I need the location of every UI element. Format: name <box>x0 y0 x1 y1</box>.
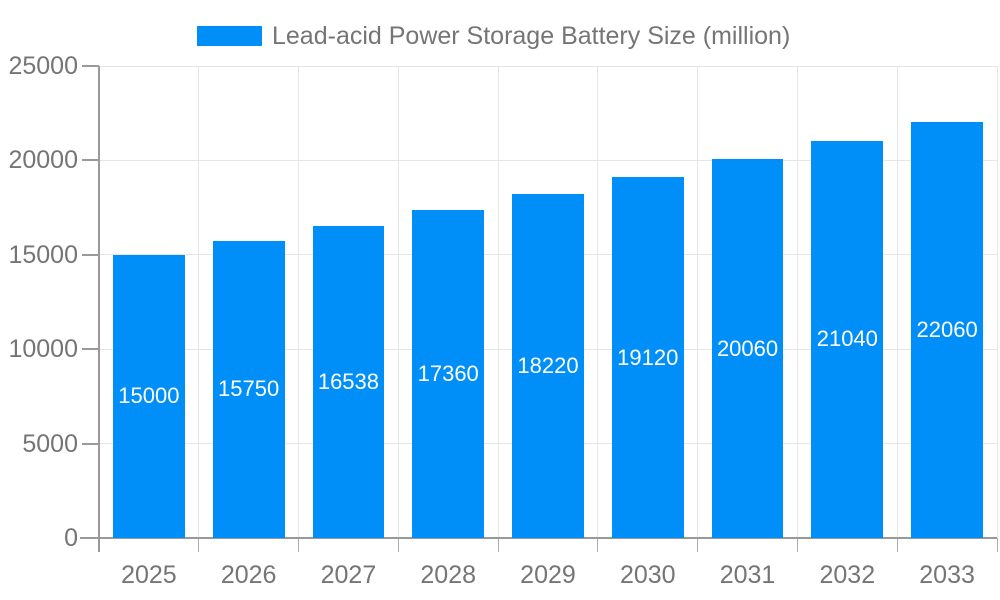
x-axis-line <box>80 537 997 539</box>
gridline-vertical <box>796 66 798 538</box>
x-axis-tick <box>497 538 499 552</box>
bar-2025[interactable] <box>112 254 185 538</box>
y-axis-label: 20000 <box>8 146 78 175</box>
y-axis-label: 0 <box>64 524 78 552</box>
y-axis-tick <box>82 65 99 67</box>
gridline-vertical <box>597 66 599 538</box>
x-axis-label: 2026 <box>220 561 277 589</box>
gridline-vertical <box>896 66 898 538</box>
y-axis-label: 10000 <box>8 335 78 364</box>
x-axis-tick <box>896 538 898 552</box>
bar-2031[interactable] <box>711 159 784 538</box>
x-axis-label: 2031 <box>719 561 776 589</box>
gridline-vertical <box>697 66 699 538</box>
y-axis-tick <box>82 253 99 256</box>
x-axis-label: 2029 <box>520 561 576 589</box>
y-axis-tick <box>82 159 99 162</box>
bar-2033[interactable] <box>911 121 984 538</box>
x-axis-label: 2025 <box>121 561 177 589</box>
x-axis-label: 2027 <box>320 561 377 589</box>
legend-item[interactable]: Lead-acid Power Storage Battery Size (mi… <box>197 22 790 50</box>
x-axis-label: 2030 <box>619 561 676 589</box>
x-axis-tick <box>597 538 599 552</box>
x-axis-tick <box>697 538 699 552</box>
gridline-vertical <box>397 66 399 538</box>
y-axis-tick <box>82 442 99 445</box>
gridline-horizontal <box>99 65 997 67</box>
gridline-vertical <box>497 66 499 538</box>
gridline-vertical <box>298 66 300 538</box>
y-axis-label: 15000 <box>8 240 78 269</box>
bar-2030[interactable] <box>611 177 684 538</box>
x-axis-tick <box>796 538 798 552</box>
bar-2029[interactable] <box>512 194 584 538</box>
x-axis-label: 2033 <box>919 561 975 589</box>
y-axis-tick <box>82 348 99 351</box>
legend-swatch-icon <box>197 26 262 46</box>
bar-2032[interactable] <box>811 140 884 538</box>
y-axis-line <box>98 66 100 552</box>
x-axis-tick <box>397 538 399 552</box>
x-axis-label: 2032 <box>819 561 876 589</box>
y-axis-label: 5000 <box>22 429 78 458</box>
x-axis-tick <box>996 538 998 552</box>
x-axis-label: 2028 <box>420 561 477 589</box>
legend-label: Lead-acid Power Storage Battery Size (mi… <box>272 22 791 50</box>
x-axis-tick <box>198 538 200 552</box>
bar-2027[interactable] <box>312 225 385 538</box>
bar-2026[interactable] <box>212 240 285 538</box>
x-axis-tick <box>298 538 300 552</box>
y-axis-label: 25000 <box>8 52 78 80</box>
bar-2028[interactable] <box>412 210 485 538</box>
gridline-vertical <box>996 66 998 538</box>
gridline-vertical <box>198 66 200 538</box>
